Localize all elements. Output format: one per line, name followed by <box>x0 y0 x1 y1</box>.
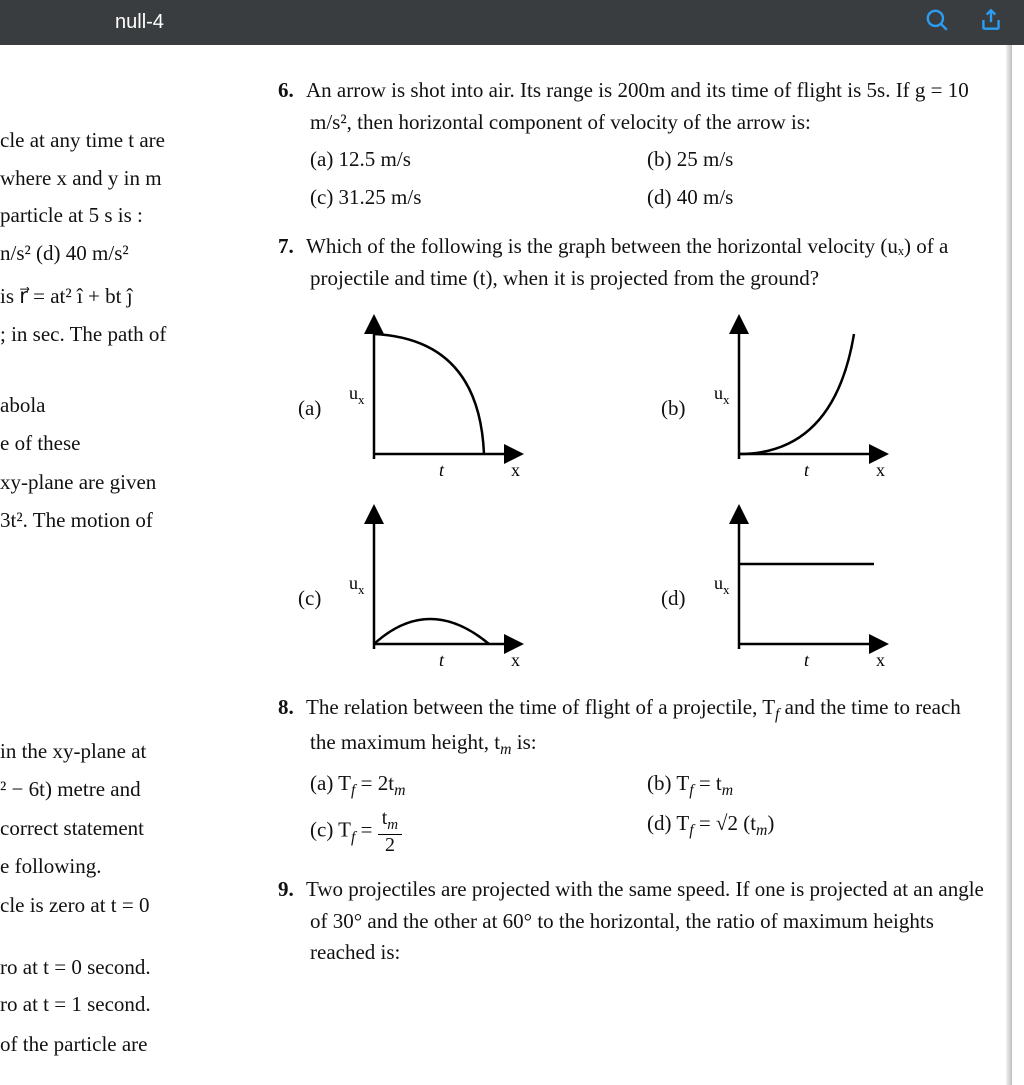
q6-body: An arrow is shot into air. Its range is … <box>306 78 969 134</box>
frag: ² − 6t) metre and <box>0 774 244 806</box>
q7-graph-d: (d) ux t x <box>661 494 984 674</box>
q7-graph-b: (b) ux t x <box>661 304 984 484</box>
q6-options: (a) 12.5 m/s (b) 25 m/s (c) 31.25 m/s (d… <box>278 144 984 213</box>
q7-label-b: (b) <box>661 393 686 485</box>
curve-a <box>374 334 484 454</box>
frag: abola <box>0 390 244 422</box>
question-7: 7.Which of the following is the graph be… <box>278 231 984 674</box>
question-6: 6.An arrow is shot into air. Its range i… <box>278 75 984 213</box>
frag: correct statement <box>0 813 244 845</box>
doc-title: null-4 <box>20 11 924 34</box>
sub-m: m <box>500 741 511 758</box>
q6-text: 6.An arrow is shot into air. Its range i… <box>278 75 984 138</box>
q8-opt-d: (d) Tf = √2 (tm) <box>647 808 984 856</box>
topbar-actions <box>924 7 1004 39</box>
q7-number: 7. <box>278 231 306 263</box>
share-icon[interactable] <box>978 7 1004 39</box>
axis-y-label: ux <box>349 383 365 407</box>
q6-opt-b: (b) 25 m/s <box>647 144 984 176</box>
questions-column: 6.An arrow is shot into air. Its range i… <box>250 45 1024 1085</box>
q8-body-3: is: <box>512 730 537 754</box>
frag: is r⃗ = at² î + bt ĵ <box>0 281 244 313</box>
q9-text: 9.Two projectiles are projected with the… <box>278 874 984 969</box>
q8-options: (a) Tf = 2tm (b) Tf = tm (c) Tf = tm2 (d… <box>278 768 984 856</box>
frag: of the particle are <box>0 1029 244 1061</box>
q8-opt-a: (a) Tf = 2tm <box>310 768 647 803</box>
q7-graph-c: (c) ux t x <box>298 494 621 674</box>
axis-y-label: ux <box>349 573 365 597</box>
search-icon[interactable] <box>924 7 950 39</box>
q6-number: 6. <box>278 75 306 107</box>
axis-x-label-x: x <box>511 650 520 670</box>
axis-x-label-x: x <box>511 460 520 480</box>
left-partial-column: cle at any time t are where x and y in m… <box>0 45 250 1085</box>
frag: where x and y in m <box>0 163 244 195</box>
q8-number: 8. <box>278 692 306 724</box>
frag: e of these <box>0 428 244 460</box>
q9-body: Two projectiles are projected with the s… <box>306 877 984 964</box>
curve-b <box>739 334 854 454</box>
page-content: cle at any time t are where x and y in m… <box>0 45 1024 1085</box>
frag: cle at any time t are <box>0 125 244 157</box>
graph-a-svg: ux t x <box>329 304 529 484</box>
q7-text: 7.Which of the following is the graph be… <box>278 231 984 294</box>
q9-number: 9. <box>278 874 306 906</box>
graph-c-svg: ux t x <box>329 494 529 674</box>
curve-c <box>374 619 489 644</box>
frag: e following. <box>0 851 244 883</box>
graph-d-svg: ux t x <box>694 494 894 674</box>
frag: 3t². The motion of <box>0 505 244 537</box>
q7-label-c: (c) <box>298 583 321 675</box>
q7-label-d: (d) <box>661 583 686 675</box>
q6-opt-a: (a) 12.5 m/s <box>310 144 647 176</box>
frag: ; in sec. The path of <box>0 319 244 351</box>
app-topbar: null-4 <box>0 0 1024 45</box>
frag: particle at 5 s is : <box>0 200 244 232</box>
frag: ro at t = 1 second. <box>0 989 244 1021</box>
q8-opt-b: (b) Tf = tm <box>647 768 984 803</box>
q8-text: 8.The relation between the time of fligh… <box>278 692 984 762</box>
axis-y-label: ux <box>714 383 730 407</box>
q8-opt-c: (c) Tf = tm2 <box>310 808 647 856</box>
graph-b-svg: ux t x <box>694 304 894 484</box>
q7-graphs: (a) ux t x (b) <box>278 304 984 674</box>
q6-opt-c: (c) 31.25 m/s <box>310 182 647 214</box>
frag: ro at t = 0 second. <box>0 952 244 984</box>
axis-x-label-x: x <box>876 650 885 670</box>
axis-x-label-x: x <box>876 460 885 480</box>
frag: n/s² (d) 40 m/s² <box>0 238 244 270</box>
axis-x-label-t: t <box>804 460 810 480</box>
axis-x-label-t: t <box>439 650 445 670</box>
q6-opt-d: (d) 40 m/s <box>647 182 984 214</box>
frag: in the xy-plane at <box>0 736 244 768</box>
frag: cle is zero at t = 0 <box>0 890 244 922</box>
q7-body: Which of the following is the graph betw… <box>306 234 948 290</box>
q8-body-1: The relation between the time of flight … <box>306 695 775 719</box>
question-9: 9.Two projectiles are projected with the… <box>278 874 984 969</box>
axis-x-label-t: t <box>439 460 445 480</box>
question-8: 8.The relation between the time of fligh… <box>278 692 984 856</box>
axis-y-label: ux <box>714 573 730 597</box>
axis-x-label-t: t <box>804 650 810 670</box>
q7-label-a: (a) <box>298 393 321 485</box>
frag: xy-plane are given <box>0 467 244 499</box>
q7-graph-a: (a) ux t x <box>298 304 621 484</box>
